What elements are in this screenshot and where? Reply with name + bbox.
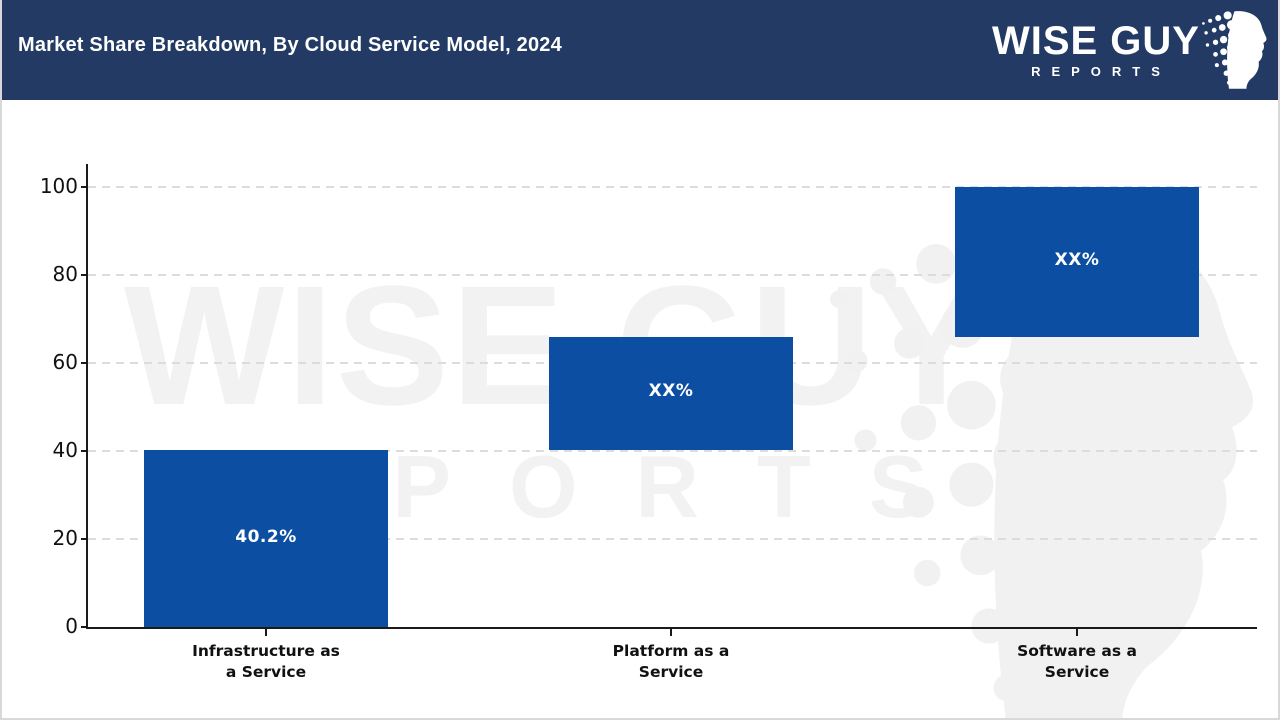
x-tick-mark [1076, 629, 1078, 636]
bar-segment [549, 336, 793, 451]
y-tick-mark [81, 274, 88, 276]
logo-subtext: REPORTS [1031, 64, 1171, 79]
bar-segment [955, 187, 1199, 337]
x-category-label-line: Service [1044, 663, 1110, 681]
y-tick-mark [81, 362, 88, 364]
y-tick-label: 60 [52, 350, 78, 374]
y-axis-spine [86, 164, 88, 629]
header: Market Share Breakdown, By Cloud Service… [2, 0, 1278, 100]
bar-value-label: 40.2% [235, 526, 297, 547]
dot-face-icon [1202, 11, 1267, 89]
y-tick-label: 80 [52, 262, 78, 286]
y-tick-mark [81, 626, 88, 628]
x-category-label-line: Infrastructure as [192, 642, 340, 660]
x-tick-mark [265, 629, 267, 636]
y-tick-mark [81, 538, 88, 540]
logo-wordmark: WISE GUY [991, 19, 1200, 63]
brand-logo-text: WISE GUY REPORTS [992, 19, 1200, 79]
x-category-label: Platform as a Service [521, 641, 821, 683]
x-tick-mark [670, 629, 672, 636]
brand-logo: WISE GUY REPORTS [992, 8, 1268, 90]
page-title: Market Share Breakdown, By Cloud Service… [18, 34, 562, 56]
y-tick-label: 100 [39, 174, 78, 198]
gridline [88, 274, 1257, 276]
bar-segment [144, 450, 388, 627]
y-tick-label: 40 [52, 438, 78, 462]
gridline [88, 450, 1257, 452]
x-category-label-line: Service [638, 663, 704, 681]
x-category-label-line: a Service [225, 663, 307, 681]
x-category-label-line: Software as a [1017, 642, 1137, 660]
gridline [88, 186, 1257, 188]
bar-value-label: XX% [1054, 249, 1100, 270]
x-category-label-line: Platform as a [612, 642, 730, 660]
y-tick-mark [81, 186, 88, 188]
bar-value-label: XX% [648, 381, 694, 402]
y-tick-label: 20 [52, 526, 78, 550]
gridline [88, 538, 1257, 540]
x-category-label: Software as a Service [927, 641, 1227, 683]
y-tick-label: 0 [65, 614, 78, 638]
x-category-label: Infrastructure as a Service [116, 641, 416, 683]
y-tick-mark [81, 450, 88, 452]
x-axis-spine [86, 627, 1257, 629]
